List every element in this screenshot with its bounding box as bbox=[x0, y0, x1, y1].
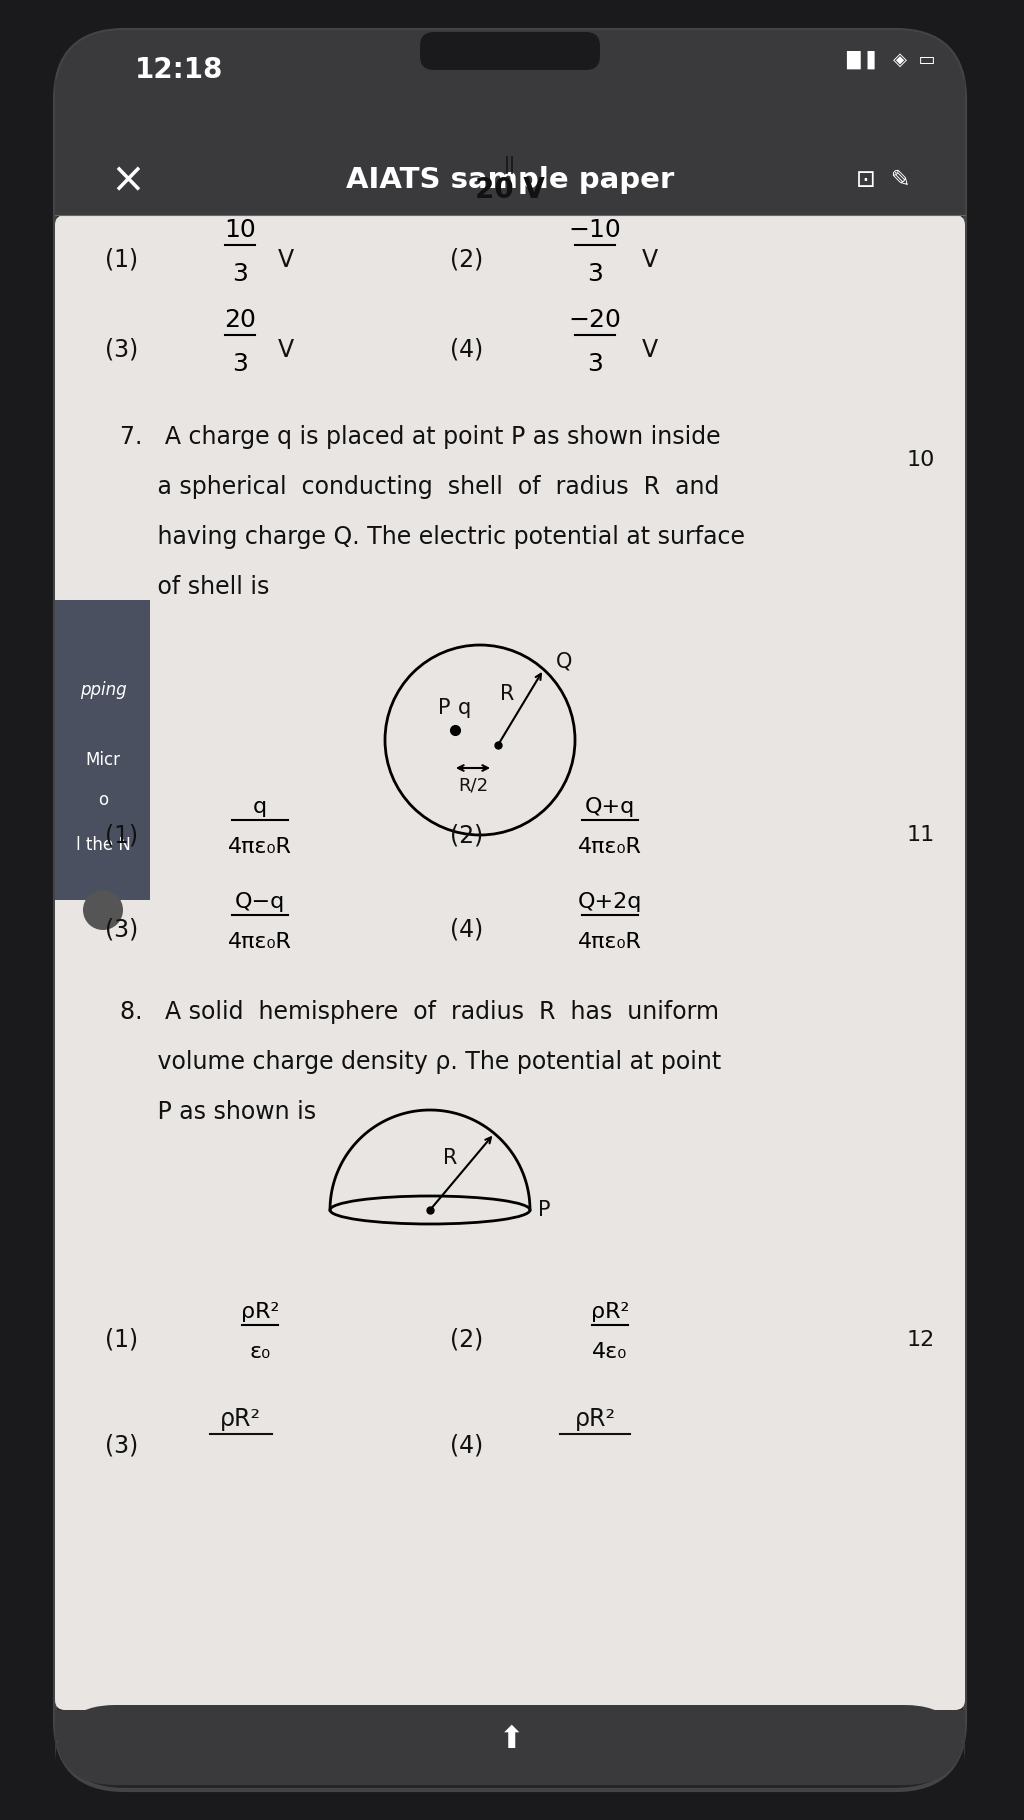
Text: 4πε₀R: 4πε₀R bbox=[228, 932, 292, 952]
Text: ▐▌▌  ◈  ▭: ▐▌▌ ◈ ▭ bbox=[840, 51, 935, 69]
Bar bbox=[55, 140, 965, 215]
Text: (2): (2) bbox=[450, 1329, 483, 1352]
Text: R: R bbox=[500, 684, 514, 704]
FancyBboxPatch shape bbox=[420, 33, 600, 69]
FancyBboxPatch shape bbox=[55, 215, 965, 1711]
Text: ρR²: ρR² bbox=[241, 1301, 280, 1321]
Circle shape bbox=[83, 890, 123, 930]
Text: 4πε₀R: 4πε₀R bbox=[579, 932, 642, 952]
Text: V: V bbox=[642, 339, 658, 362]
Text: (4): (4) bbox=[450, 1432, 483, 1458]
Text: ρR²: ρR² bbox=[591, 1301, 629, 1321]
Text: 7.   A charge q is placed at point P as shown inside: 7. A charge q is placed at point P as sh… bbox=[120, 426, 721, 450]
Text: ||: || bbox=[504, 157, 516, 175]
Text: 8.   A solid  hemisphere  of  radius  R  has  uniform: 8. A solid hemisphere of radius R has un… bbox=[120, 999, 719, 1025]
Text: 4πε₀R: 4πε₀R bbox=[579, 837, 642, 857]
Text: (2): (2) bbox=[450, 823, 483, 846]
Text: 10: 10 bbox=[906, 450, 935, 470]
Text: 20 V: 20 V bbox=[475, 177, 545, 204]
Text: o: o bbox=[98, 792, 109, 810]
Text: 3: 3 bbox=[232, 262, 248, 286]
FancyBboxPatch shape bbox=[55, 29, 965, 140]
Text: Q−q: Q−q bbox=[234, 892, 285, 912]
Text: ⊡  ✎: ⊡ ✎ bbox=[855, 167, 910, 191]
Text: ρR²: ρR² bbox=[219, 1407, 260, 1431]
Text: −10: −10 bbox=[568, 218, 622, 242]
Text: (4): (4) bbox=[450, 339, 483, 362]
Text: having charge Q. The electric potential at surface: having charge Q. The electric potential … bbox=[120, 524, 745, 550]
Text: P: P bbox=[437, 699, 450, 719]
Text: ρR²: ρR² bbox=[574, 1407, 615, 1431]
Text: V: V bbox=[642, 248, 658, 271]
Text: volume charge density ρ. The potential at point: volume charge density ρ. The potential a… bbox=[120, 1050, 721, 1074]
Text: 10: 10 bbox=[224, 218, 256, 242]
FancyBboxPatch shape bbox=[55, 29, 965, 1791]
Text: 4ε₀: 4ε₀ bbox=[592, 1341, 628, 1361]
Text: (2): (2) bbox=[450, 248, 483, 271]
Text: P as shown is: P as shown is bbox=[120, 1099, 316, 1125]
Text: V: V bbox=[278, 248, 294, 271]
Bar bbox=[55, 80, 965, 140]
Text: ε₀: ε₀ bbox=[250, 1341, 270, 1361]
Text: (1): (1) bbox=[105, 1329, 138, 1352]
Text: Q+2q: Q+2q bbox=[578, 892, 642, 912]
Text: AIATS sample paper: AIATS sample paper bbox=[346, 166, 674, 195]
FancyBboxPatch shape bbox=[55, 1705, 965, 1785]
Text: 3: 3 bbox=[587, 262, 603, 286]
Text: R/2: R/2 bbox=[458, 775, 488, 794]
Text: Micr: Micr bbox=[85, 752, 121, 770]
Text: −20: −20 bbox=[568, 308, 622, 331]
Text: (3): (3) bbox=[105, 917, 138, 943]
Text: q: q bbox=[458, 699, 471, 719]
Text: Q+q: Q+q bbox=[585, 797, 635, 817]
Bar bbox=[55, 601, 150, 901]
Text: ⬆: ⬆ bbox=[500, 1725, 524, 1754]
Text: P: P bbox=[538, 1199, 551, 1219]
Text: (3): (3) bbox=[105, 1432, 138, 1458]
Text: 3: 3 bbox=[587, 351, 603, 377]
Text: 12:18: 12:18 bbox=[135, 56, 223, 84]
Text: R: R bbox=[443, 1148, 458, 1168]
Text: 12: 12 bbox=[906, 1330, 935, 1350]
Text: Q: Q bbox=[556, 652, 572, 672]
Text: 11: 11 bbox=[906, 824, 935, 844]
Text: (4): (4) bbox=[450, 917, 483, 943]
Text: (1): (1) bbox=[105, 248, 138, 271]
Bar bbox=[55, 1711, 965, 1740]
Text: 20: 20 bbox=[224, 308, 256, 331]
Text: V: V bbox=[278, 339, 294, 362]
Text: 3: 3 bbox=[232, 351, 248, 377]
Text: q: q bbox=[253, 797, 267, 817]
Text: pping: pping bbox=[80, 681, 126, 699]
Text: (1): (1) bbox=[105, 823, 138, 846]
Text: of shell is: of shell is bbox=[120, 575, 269, 599]
Text: (3): (3) bbox=[105, 339, 138, 362]
Text: a spherical  conducting  shell  of  radius  R  and: a spherical conducting shell of radius R… bbox=[120, 475, 720, 499]
Text: 4πε₀R: 4πε₀R bbox=[228, 837, 292, 857]
Text: ×: × bbox=[110, 158, 144, 200]
Text: l the N: l the N bbox=[76, 835, 130, 854]
